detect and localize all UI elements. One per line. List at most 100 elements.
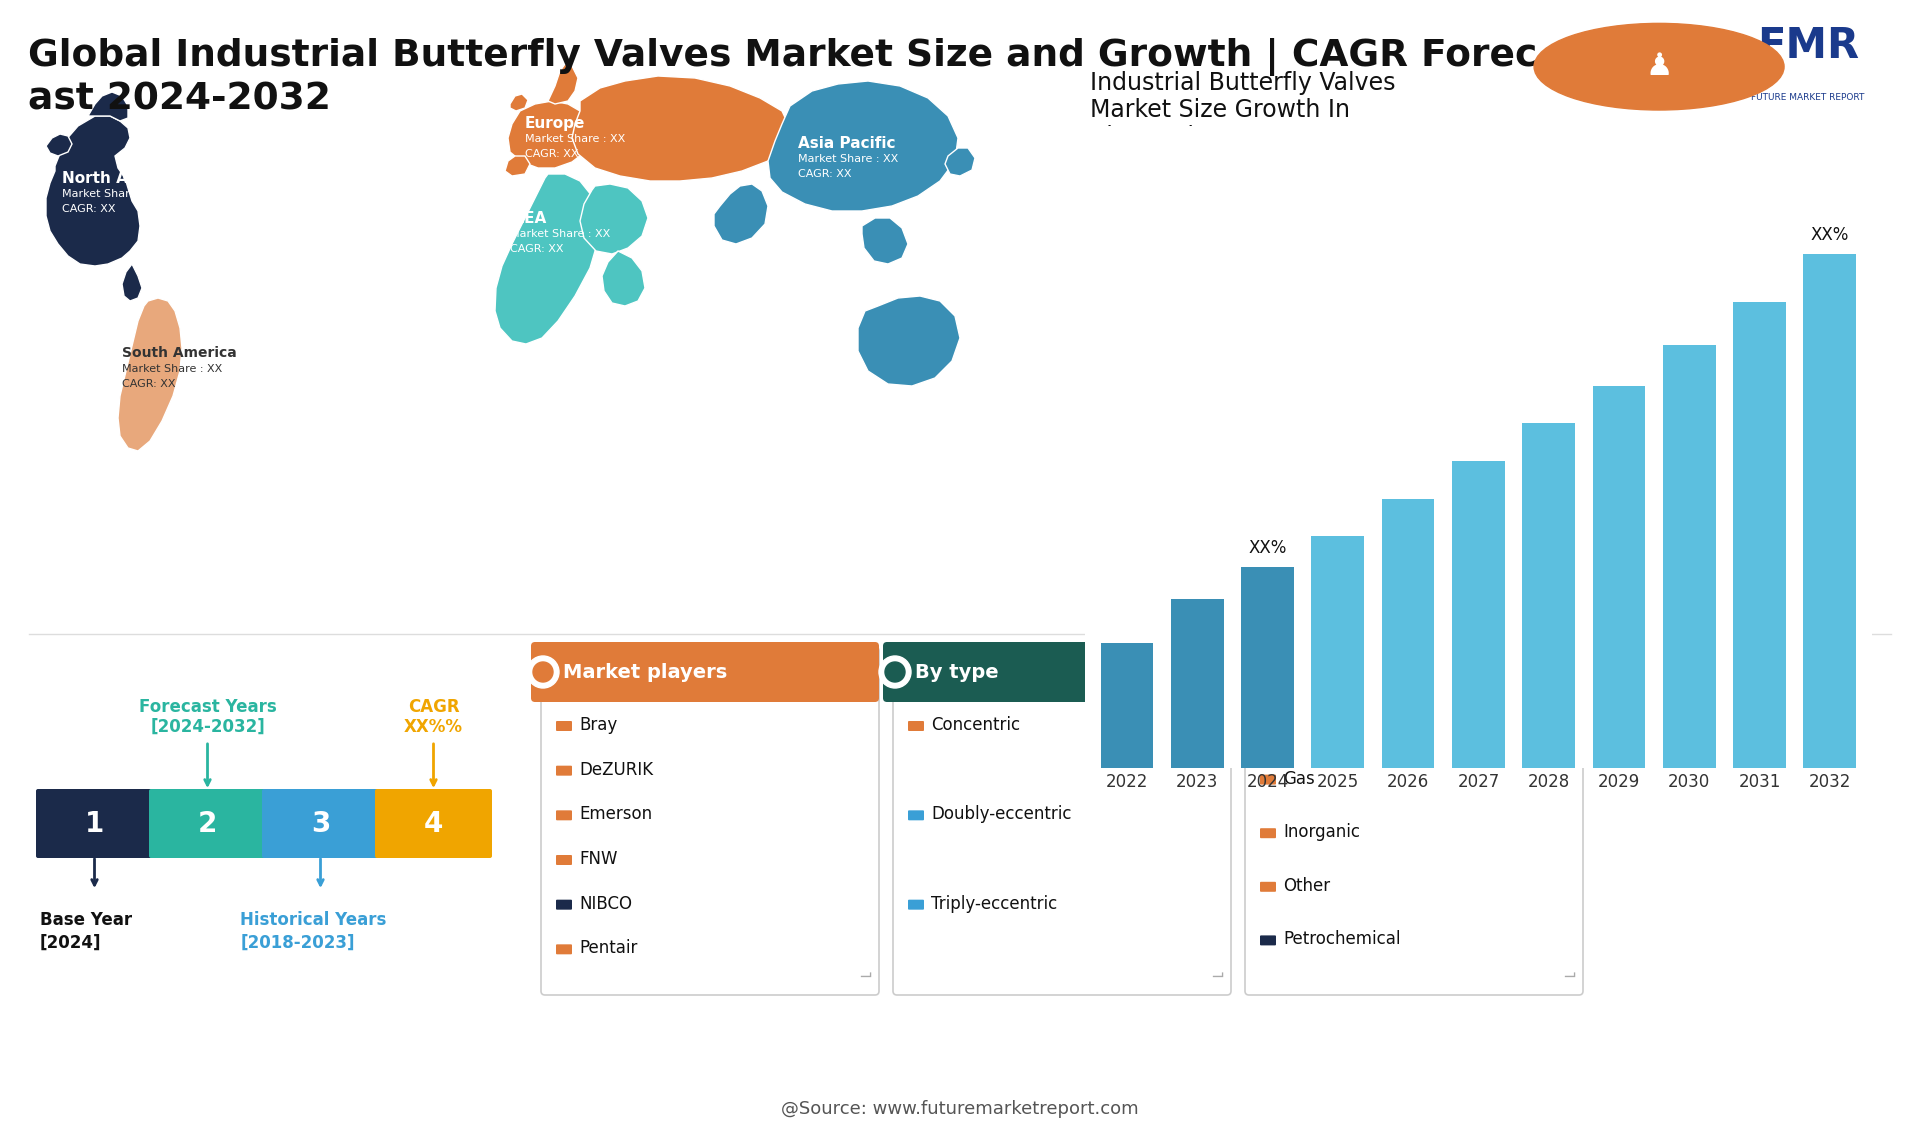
FancyBboxPatch shape bbox=[150, 788, 267, 858]
Text: By type: By type bbox=[916, 662, 998, 682]
Text: Market Share : XX: Market Share : XX bbox=[511, 229, 611, 240]
FancyBboxPatch shape bbox=[1260, 721, 1277, 731]
Text: XX%: XX% bbox=[1811, 227, 1849, 244]
Text: FMR: FMR bbox=[1757, 25, 1859, 68]
Circle shape bbox=[526, 656, 559, 688]
Bar bbox=[1523, 424, 1574, 768]
Bar bbox=[1311, 536, 1365, 768]
Text: CAGR: XX: CAGR: XX bbox=[524, 149, 578, 159]
FancyBboxPatch shape bbox=[908, 900, 924, 910]
Text: 1: 1 bbox=[84, 809, 104, 838]
Circle shape bbox=[1534, 23, 1784, 110]
Text: CAGR: CAGR bbox=[407, 698, 459, 716]
Text: CAGR: XX: CAGR: XX bbox=[511, 244, 563, 254]
FancyBboxPatch shape bbox=[557, 855, 572, 865]
Polygon shape bbox=[46, 116, 140, 266]
Text: Forecast Years: Forecast Years bbox=[138, 698, 276, 716]
Text: 4: 4 bbox=[424, 809, 444, 838]
Bar bbox=[1382, 499, 1434, 768]
FancyBboxPatch shape bbox=[557, 721, 572, 731]
Polygon shape bbox=[603, 251, 645, 306]
Text: Other: Other bbox=[1283, 877, 1331, 895]
FancyBboxPatch shape bbox=[1260, 775, 1277, 785]
Text: CAGR: XX: CAGR: XX bbox=[799, 168, 851, 179]
Text: Global Industrial Butterfly Valves Market Size and Growth | CAGR Forec: Global Industrial Butterfly Valves Marke… bbox=[29, 38, 1538, 76]
FancyBboxPatch shape bbox=[557, 944, 572, 955]
FancyBboxPatch shape bbox=[557, 810, 572, 821]
Circle shape bbox=[879, 656, 910, 688]
Text: NIBCO: NIBCO bbox=[580, 895, 632, 912]
Bar bbox=[1734, 303, 1786, 768]
Text: CAGR: XX: CAGR: XX bbox=[123, 379, 175, 388]
FancyBboxPatch shape bbox=[36, 788, 154, 858]
Polygon shape bbox=[714, 185, 768, 244]
Text: [2024-2032]: [2024-2032] bbox=[150, 719, 265, 736]
Polygon shape bbox=[572, 76, 789, 181]
Text: 3: 3 bbox=[311, 809, 330, 838]
Bar bbox=[1592, 386, 1645, 768]
Text: ♟: ♟ bbox=[1645, 53, 1672, 81]
Text: [2018-2023]: [2018-2023] bbox=[240, 934, 355, 952]
Text: Concentric: Concentric bbox=[931, 716, 1020, 733]
Text: XX%: XX% bbox=[1248, 540, 1286, 557]
FancyBboxPatch shape bbox=[908, 810, 924, 821]
Text: Triply-eccentric: Triply-eccentric bbox=[931, 895, 1058, 912]
Bar bbox=[1803, 254, 1857, 768]
Text: Market Size Growth In: Market Size Growth In bbox=[1091, 99, 1350, 121]
Text: Asia Pacific: Asia Pacific bbox=[799, 136, 895, 151]
Bar bbox=[1171, 598, 1223, 768]
FancyBboxPatch shape bbox=[374, 788, 492, 858]
Text: ⌐: ⌐ bbox=[856, 965, 870, 983]
Polygon shape bbox=[511, 94, 528, 111]
Polygon shape bbox=[88, 92, 129, 121]
Circle shape bbox=[885, 662, 904, 682]
Text: @Source: www.futuremarketreport.com: @Source: www.futuremarketreport.com bbox=[781, 1100, 1139, 1118]
Polygon shape bbox=[580, 185, 649, 254]
Text: South America: South America bbox=[123, 346, 236, 360]
Text: 2: 2 bbox=[198, 809, 217, 838]
Text: Doubly-eccentric: Doubly-eccentric bbox=[931, 806, 1071, 823]
FancyBboxPatch shape bbox=[532, 642, 879, 702]
Polygon shape bbox=[768, 81, 958, 211]
Text: Base Year: Base Year bbox=[40, 911, 132, 929]
Polygon shape bbox=[509, 101, 589, 168]
Polygon shape bbox=[862, 218, 908, 264]
Text: Historical Years: Historical Years bbox=[240, 911, 386, 929]
Text: Market Share : XX: Market Share : XX bbox=[123, 364, 223, 374]
Bar bbox=[1663, 345, 1716, 768]
Polygon shape bbox=[945, 148, 975, 176]
Polygon shape bbox=[46, 134, 73, 156]
FancyBboxPatch shape bbox=[893, 647, 1231, 995]
FancyBboxPatch shape bbox=[1260, 935, 1277, 945]
FancyBboxPatch shape bbox=[1244, 647, 1582, 995]
Bar bbox=[1100, 643, 1154, 768]
Text: Emerson: Emerson bbox=[580, 806, 653, 823]
FancyBboxPatch shape bbox=[908, 721, 924, 731]
FancyBboxPatch shape bbox=[883, 642, 1231, 702]
Text: ⌐: ⌐ bbox=[1561, 965, 1574, 983]
Text: CAGR: XX: CAGR: XX bbox=[61, 204, 115, 214]
Text: Inorganic: Inorganic bbox=[1283, 823, 1359, 841]
Polygon shape bbox=[547, 64, 578, 104]
Text: ⌐: ⌐ bbox=[1208, 965, 1221, 983]
Text: DeZURIK: DeZURIK bbox=[580, 761, 653, 778]
Text: Petrochemical: Petrochemical bbox=[1283, 931, 1400, 949]
Text: XX%%: XX%% bbox=[403, 719, 463, 736]
Text: North America: North America bbox=[61, 171, 186, 186]
Text: Market Share : XX: Market Share : XX bbox=[524, 134, 626, 144]
Text: ast 2024-2032: ast 2024-2032 bbox=[29, 81, 330, 117]
FancyBboxPatch shape bbox=[261, 788, 378, 858]
Text: Market Share : XX: Market Share : XX bbox=[799, 154, 899, 164]
Text: Industrial Butterfly Valves: Industrial Butterfly Valves bbox=[1091, 71, 1396, 95]
Polygon shape bbox=[117, 298, 182, 452]
Text: FNW: FNW bbox=[580, 850, 618, 868]
Circle shape bbox=[1236, 662, 1258, 682]
Bar bbox=[1240, 567, 1294, 768]
Text: Pentair: Pentair bbox=[580, 940, 637, 957]
FancyBboxPatch shape bbox=[541, 647, 879, 995]
Text: By application: By application bbox=[1267, 662, 1423, 682]
Text: Market players: Market players bbox=[563, 662, 728, 682]
Polygon shape bbox=[505, 156, 530, 176]
FancyBboxPatch shape bbox=[557, 766, 572, 776]
FancyBboxPatch shape bbox=[1235, 642, 1582, 702]
